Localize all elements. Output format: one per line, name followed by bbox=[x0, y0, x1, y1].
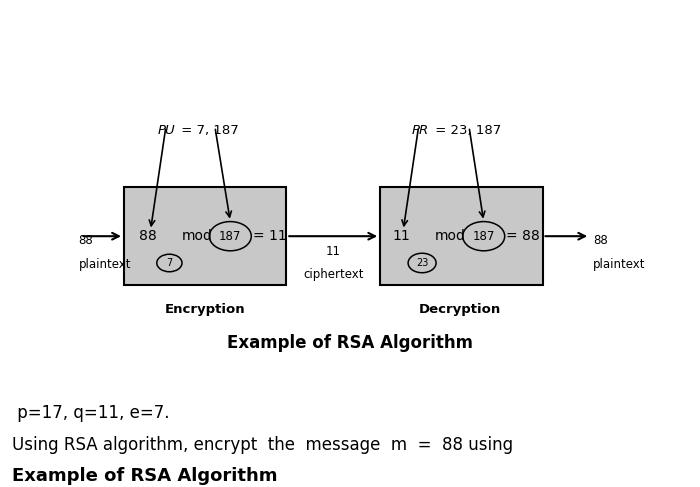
Text: p=17, q=11, e=7.: p=17, q=11, e=7. bbox=[12, 404, 169, 422]
Bar bbox=[380, 187, 542, 285]
Text: Decryption: Decryption bbox=[419, 303, 501, 316]
Text: plaintext: plaintext bbox=[78, 258, 131, 271]
Text: plaintext: plaintext bbox=[593, 258, 645, 271]
Text: Using RSA algorithm, encrypt  the  message  m  =  88 using: Using RSA algorithm, encrypt the message… bbox=[12, 436, 513, 454]
Text: Encryption: Encryption bbox=[164, 303, 246, 316]
Text: 187: 187 bbox=[219, 230, 241, 243]
Text: 7: 7 bbox=[167, 258, 172, 268]
Text: 88: 88 bbox=[139, 229, 157, 243]
Text: 11: 11 bbox=[393, 229, 410, 243]
Text: mod: mod bbox=[435, 229, 466, 243]
Text: PU: PU bbox=[158, 124, 175, 137]
Text: = 88: = 88 bbox=[506, 229, 540, 243]
Text: 23: 23 bbox=[416, 258, 428, 268]
Bar bbox=[124, 187, 286, 285]
Text: 187: 187 bbox=[473, 230, 495, 243]
Text: mod: mod bbox=[181, 229, 212, 243]
Text: Example of RSA Algorithm: Example of RSA Algorithm bbox=[12, 467, 277, 485]
Text: ciphertext: ciphertext bbox=[303, 268, 363, 281]
Text: 11: 11 bbox=[326, 245, 341, 258]
Text: Example of RSA Algorithm: Example of RSA Algorithm bbox=[227, 334, 473, 352]
Text: = 11: = 11 bbox=[253, 229, 286, 243]
Text: = 23, 187: = 23, 187 bbox=[431, 124, 501, 137]
Text: 88: 88 bbox=[593, 234, 608, 247]
Text: 88: 88 bbox=[78, 234, 93, 247]
Text: = 7, 187: = 7, 187 bbox=[177, 124, 239, 137]
Text: PR: PR bbox=[412, 124, 429, 137]
